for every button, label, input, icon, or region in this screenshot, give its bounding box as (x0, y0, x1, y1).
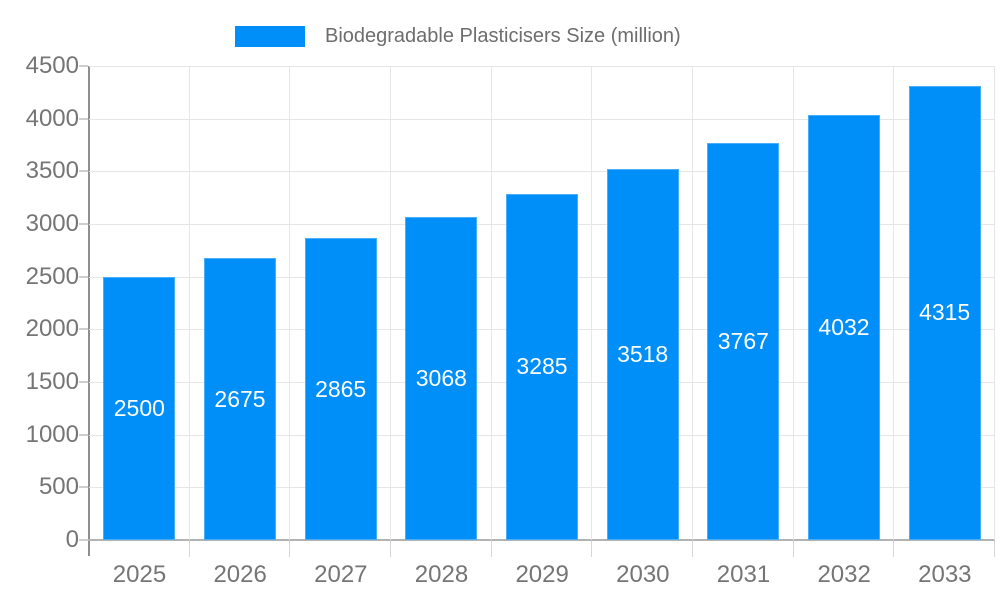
bar-value-label-2028: 3068 (415, 364, 467, 391)
bar-2029[interactable]: 3285 (506, 193, 578, 540)
y-tick-3000 (79, 223, 88, 225)
bar-2028[interactable]: 3068 (405, 216, 478, 540)
x-axis-label-2030: 2030 (616, 561, 670, 588)
category-boundary-gridline-8 (893, 66, 895, 540)
bar-2032[interactable]: 4032 (808, 115, 880, 540)
category-boundary-gridline-7 (792, 66, 794, 540)
y-axis-label-0: 0 (65, 526, 79, 553)
bar-value-label-2031: 3767 (717, 328, 769, 355)
bar-value-label-2030: 3518 (617, 341, 669, 368)
gridline-4000 (89, 118, 995, 120)
y-tick-4000 (79, 117, 88, 120)
x-tick-8 (893, 541, 895, 557)
x-axis-label-2031: 2031 (716, 561, 771, 588)
y-axis-label-1500: 1500 (25, 368, 79, 395)
bar-value-label-2025: 2500 (113, 394, 165, 421)
gridline-3500 (89, 171, 995, 173)
legend-swatch-icon (235, 25, 305, 47)
legend-label: Biodegradable Plasticisers Size (million… (325, 24, 681, 47)
x-axis-line (88, 539, 995, 541)
x-tick-3 (390, 541, 391, 557)
bar-2025[interactable]: 2500 (103, 276, 176, 540)
legend[interactable]: Biodegradable Plasticisers Size (million… (235, 25, 681, 47)
bar-value-label-2029: 3285 (516, 353, 568, 380)
x-axis-label-2025: 2025 (112, 561, 167, 588)
y-axis-label-1000: 1000 (25, 420, 79, 448)
x-axis-label-2033: 2033 (918, 561, 972, 588)
y-tick-2000 (79, 328, 88, 331)
y-tick-3500 (79, 170, 88, 173)
y-axis-label-4000: 4000 (25, 104, 79, 132)
bar-2027[interactable]: 2865 (304, 238, 377, 540)
x-axis-label-2032: 2032 (817, 561, 871, 588)
category-boundary-gridline-2 (289, 66, 291, 540)
y-tick-0 (79, 539, 88, 541)
bar-value-label-2026: 2675 (214, 385, 266, 412)
category-boundary-gridline-1 (188, 66, 190, 540)
category-boundary-gridline-9 (994, 66, 995, 540)
y-axis-label-3500: 3500 (25, 157, 79, 185)
x-tick-5 (591, 541, 593, 557)
x-axis-label-2029: 2029 (515, 561, 569, 588)
y-axis-label-500: 500 (38, 473, 79, 501)
x-axis-label-2028: 2028 (414, 561, 469, 588)
x-tick-2 (289, 541, 291, 557)
gridline-4500 (89, 66, 995, 67)
y-axis-label-4500: 4500 (25, 52, 79, 79)
x-axis-label-2027: 2027 (314, 561, 368, 588)
bar-value-label-2032: 4032 (818, 314, 870, 341)
bar-2026[interactable]: 2675 (204, 258, 276, 540)
y-axis-label-2000: 2000 (25, 315, 79, 343)
plot-area: 2500 2675 2865 3068 3285 3518 3767 4032 4315 (89, 66, 995, 540)
bar-value-label-2033: 4315 (919, 299, 971, 326)
x-tick-1 (188, 541, 190, 557)
y-tick-1500 (79, 381, 88, 383)
y-axis-line (88, 66, 90, 556)
category-boundary-gridline-4 (490, 66, 492, 540)
y-tick-1000 (79, 433, 88, 436)
y-axis-label-3000: 3000 (25, 210, 79, 237)
category-boundary-gridline-6 (692, 66, 693, 540)
x-tick-7 (792, 541, 794, 557)
bar-value-label-2027: 2865 (315, 375, 367, 402)
x-tick-4 (490, 541, 492, 557)
category-boundary-gridline-5 (591, 66, 593, 540)
y-tick-500 (79, 486, 88, 489)
bar-2031[interactable]: 3767 (707, 143, 780, 540)
x-tick-6 (692, 541, 693, 557)
x-tick-9 (994, 541, 995, 557)
category-boundary-gridline-3 (390, 66, 391, 540)
y-tick-4500 (79, 65, 88, 67)
x-axis-label-2026: 2026 (213, 561, 267, 588)
y-axis-label-2500: 2500 (25, 262, 79, 290)
bar-2033[interactable]: 4315 (908, 85, 981, 540)
y-tick-2500 (79, 275, 88, 278)
bar-2030[interactable]: 3518 (606, 169, 679, 540)
